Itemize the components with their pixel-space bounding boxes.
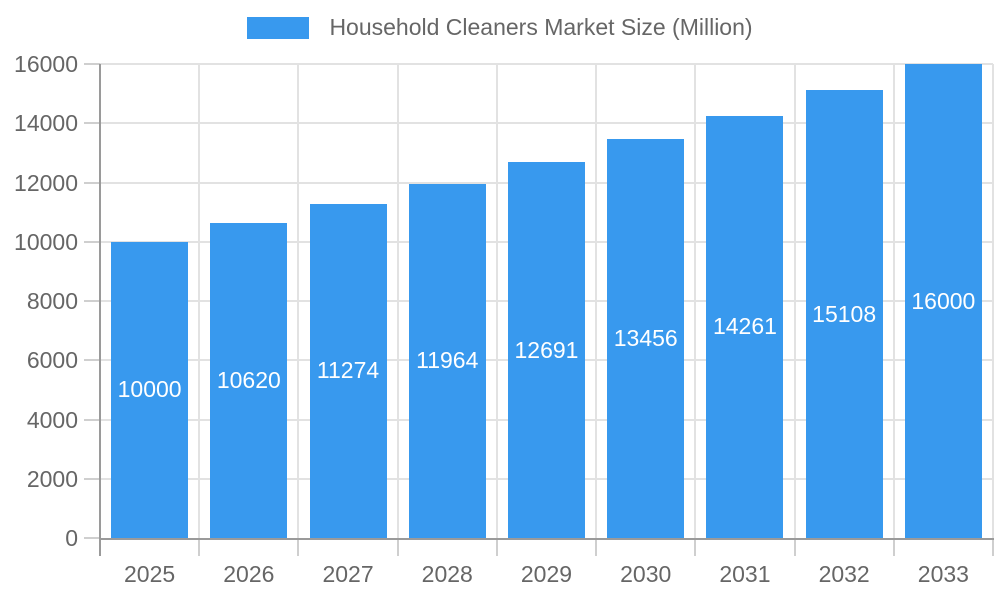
y-axis-tick [84,63,100,65]
x-axis-tick [396,540,399,556]
gridline-vertical [694,64,697,538]
legend-item[interactable]: Household Cleaners Market Size (Million) [247,14,753,41]
x-axis-tick [892,540,895,556]
x-axis-tick [198,540,201,556]
bar-value-label: 10000 [117,376,182,403]
x-axis-tick-label: 2030 [620,561,672,587]
y-axis-tick-label: 6000 [26,347,78,374]
bar: 11274 [309,204,387,538]
x-axis-tick-label: 2031 [719,561,771,587]
bar: 10000 [111,241,189,538]
bar: 10620 [210,223,288,538]
legend-swatch-icon [247,16,310,39]
gridline-vertical [396,64,399,538]
y-axis-tick [84,537,100,539]
bar: 15108 [805,90,883,538]
bar-value-label: 16000 [911,287,976,314]
x-axis-tick [495,540,498,556]
legend: Household Cleaners Market Size (Million) [0,14,1000,41]
bar-value-label: 13456 [613,325,678,352]
y-axis-tick-label: 2000 [26,465,78,492]
x-axis-tick-label: 2032 [818,561,870,587]
bar-value-label: 11274 [316,357,380,384]
x-axis-line [99,538,994,540]
gridline-vertical [495,64,498,538]
y-axis-line [99,64,101,556]
bar-value-label: 11964 [416,347,479,374]
bar-value-label: 10620 [216,367,281,394]
x-axis-tick [992,540,994,556]
gridline-horizontal [100,122,993,125]
bar-value-label: 12691 [514,336,579,363]
x-axis-tick [694,540,697,556]
y-axis-tick-label: 14000 [14,110,78,137]
y-axis-tick [84,418,100,421]
x-axis-tick [793,540,796,556]
y-axis-tick [84,181,100,184]
y-axis-tick-label: 10000 [14,228,78,255]
bar: 11964 [408,183,486,538]
bar: 16000 [904,64,982,538]
gridline-vertical [892,64,895,538]
gridline-vertical [595,64,598,538]
x-axis-tick [297,540,300,556]
x-axis-tick-label: 2028 [421,561,473,587]
y-axis-tick-label: 8000 [26,288,78,314]
y-axis-tick [84,240,100,243]
bar-value-label: 14261 [712,313,777,340]
x-axis-tick-label: 2026 [223,561,275,587]
y-axis-tick [84,359,100,362]
y-axis-tick-label: 4000 [26,406,78,433]
x-axis-tick-label: 2033 [917,561,969,587]
y-axis-tick-label: 16000 [14,51,78,77]
y-axis-tick-label: 0 [65,525,78,551]
legend-label: Household Cleaners Market Size (Million) [329,14,753,40]
y-axis-tick [84,477,100,480]
y-axis-tick [84,122,100,125]
bar-value-label: 15108 [812,300,877,327]
gridline-vertical [992,64,994,538]
bar: 13456 [607,139,685,538]
bar: 12691 [508,162,585,538]
y-axis-tick [84,300,100,302]
bar: 14261 [706,115,784,538]
gridline-vertical [297,64,300,538]
x-axis-tick-label: 2025 [124,561,176,587]
x-axis-tick [595,540,598,556]
gridline-vertical [198,64,201,538]
x-axis-tick-label: 2029 [520,561,573,587]
y-axis-tick-label: 12000 [14,169,78,196]
plot-area: 10000 10620 11274 11964 12691 13456 14261 15108… [84,63,994,556]
x-axis-tick-label: 2027 [322,561,374,587]
gridline-horizontal [100,63,993,65]
gridline-vertical [793,64,796,538]
